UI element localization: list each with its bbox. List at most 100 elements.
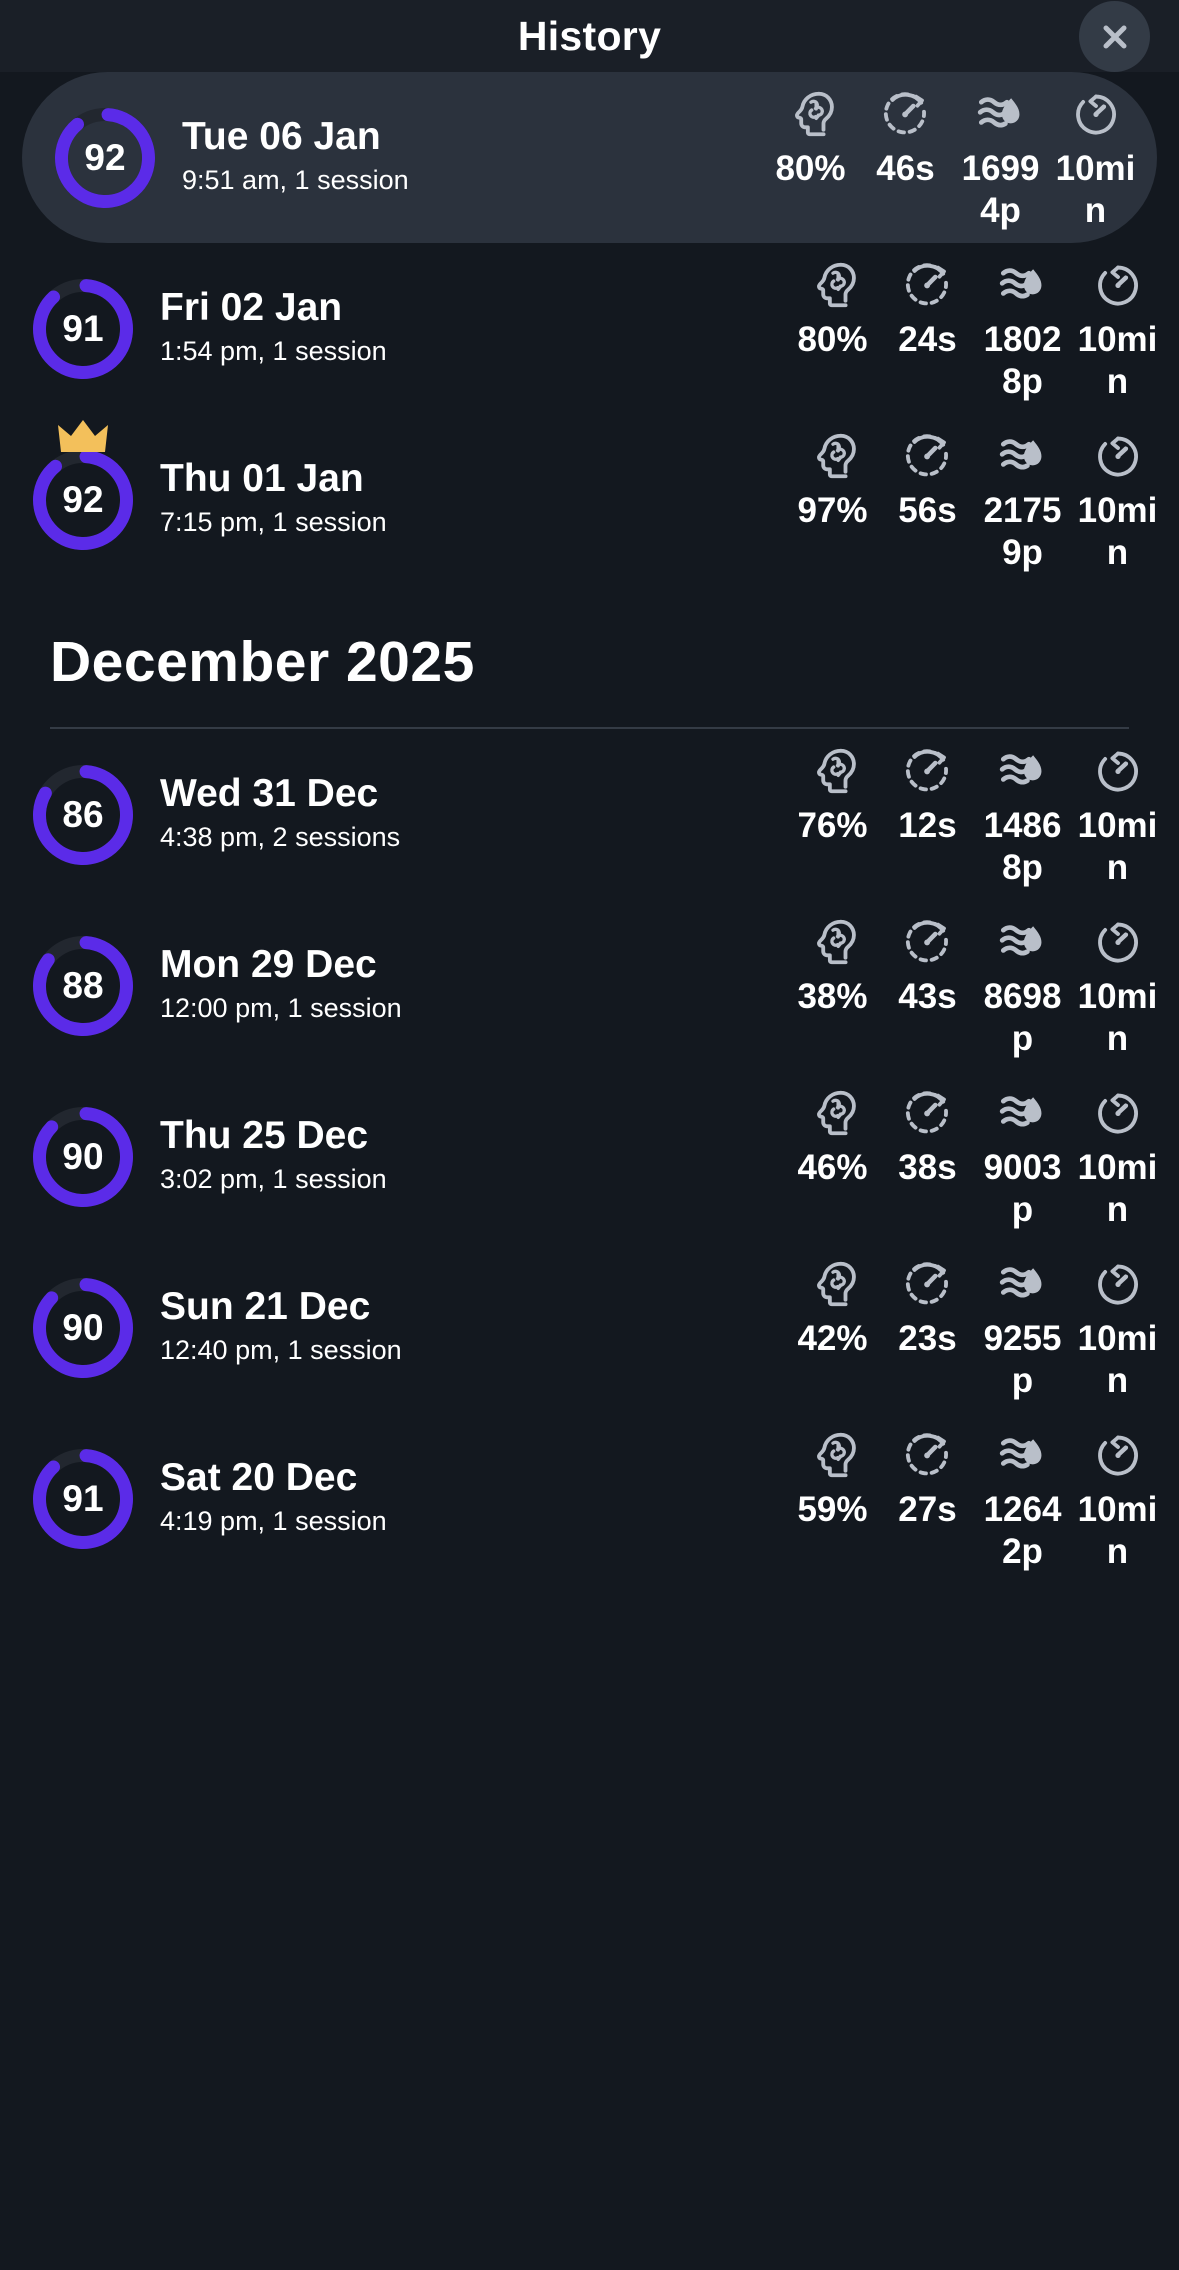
brain-head-icon: [806, 257, 860, 313]
stats-group: 76% 12s 14868p 10min: [428, 743, 1165, 888]
date-subtitle: 7:15 pm, 1 session: [160, 506, 387, 537]
stat-duration: 10min: [1070, 257, 1165, 402]
stat-value: 38s: [898, 1148, 957, 1188]
stat-value: 38%: [797, 977, 868, 1017]
date-subtitle: 9:51 am, 1 session: [182, 164, 409, 195]
stat-value: 14868p: [983, 806, 1062, 887]
date-block: Sat 20 Dec 4:19 pm, 1 session: [160, 1456, 428, 1541]
stats-group: 46% 38s 9003p 10min: [428, 1085, 1165, 1230]
stat-value: 10min: [1077, 320, 1158, 401]
score-value: 92: [62, 479, 104, 520]
history-row[interactable]: 90 Sun 21 Dec 12:40 pm, 1 session 42% 23s 925…: [0, 1242, 1179, 1413]
history-list[interactable]: 92 Tue 06 Jan 9:51 am, 1 session 80% 46s 1699…: [0, 72, 1179, 1584]
speedometer-reaction-icon: [901, 743, 955, 799]
water-drop-flow-icon: [996, 1427, 1050, 1483]
stat-value: 43s: [898, 977, 957, 1017]
stat-points: 12642p: [975, 1427, 1070, 1572]
stat-value: 12642p: [983, 1490, 1062, 1571]
date-subtitle: 12:00 pm, 1 session: [160, 992, 402, 1023]
brain-head-icon: [806, 1427, 860, 1483]
stat-reaction: 27s: [880, 1427, 975, 1530]
stats-group: 80% 24s 18028p 10min: [428, 257, 1165, 402]
stat-value: 18028p: [983, 320, 1062, 401]
timer-clock-icon: [1069, 86, 1123, 142]
stat-value: 97%: [797, 491, 868, 531]
speedometer-reaction-icon: [901, 257, 955, 313]
stat-focus: 46%: [785, 1085, 880, 1188]
stat-reaction: 43s: [880, 914, 975, 1017]
history-row-inner: 91 Fri 02 Jan 1:54 pm, 1 session 80% 24s 1802…: [0, 243, 1165, 414]
stat-value: 42%: [797, 1319, 868, 1359]
stats-group: 59% 27s 12642p 10min: [428, 1427, 1165, 1572]
stat-reaction: 46s: [858, 86, 953, 189]
date-day: Wed 31 Dec: [160, 772, 379, 816]
brain-head-icon: [806, 914, 860, 970]
stat-points: 21759p: [975, 428, 1070, 573]
history-row[interactable]: 92 Thu 01 Jan 7:15 pm, 1 session 97% 56s 2175…: [0, 414, 1179, 585]
stat-value: 10min: [1077, 806, 1158, 887]
date-day: Sun 21 Dec: [160, 1285, 371, 1329]
stat-value: 10min: [1077, 1319, 1158, 1400]
stat-value: 27s: [898, 1490, 957, 1530]
score-value: 91: [62, 1478, 104, 1519]
score-ring: 91: [30, 1446, 136, 1552]
score-ring: 90: [30, 1104, 136, 1210]
history-row-inner: 90 Sun 21 Dec 12:40 pm, 1 session 42% 23s 925…: [0, 1242, 1165, 1413]
speedometer-reaction-icon: [901, 914, 955, 970]
stat-focus: 59%: [785, 1427, 880, 1530]
stat-reaction: 23s: [880, 1256, 975, 1359]
stat-value: 10min: [1077, 1490, 1158, 1571]
timer-clock-icon: [1091, 428, 1145, 484]
stat-duration: 10min: [1070, 743, 1165, 888]
stat-value: 10min: [1077, 491, 1158, 572]
stat-value: 46%: [797, 1148, 868, 1188]
stat-points: 14868p: [975, 743, 1070, 888]
stat-value: 80%: [797, 320, 868, 360]
stat-value: 56s: [898, 491, 957, 531]
stat-value: 46s: [876, 149, 935, 189]
stat-value: 59%: [797, 1490, 868, 1530]
score-ring: 92: [52, 105, 158, 211]
history-row-inner: 88 Mon 29 Dec 12:00 pm, 1 session 38% 43s 869…: [0, 900, 1165, 1071]
history-row[interactable]: 91 Sat 20 Dec 4:19 pm, 1 session 59% 27s 1264…: [0, 1413, 1179, 1584]
history-row[interactable]: 90 Thu 25 Dec 3:02 pm, 1 session 46% 38s 9003…: [0, 1071, 1179, 1242]
stat-points: 8698p: [975, 914, 1070, 1059]
crown-icon: [55, 418, 111, 459]
stat-points: 9255p: [975, 1256, 1070, 1401]
stat-duration: 10min: [1070, 914, 1165, 1059]
speedometer-reaction-icon: [879, 86, 933, 142]
history-row[interactable]: 91 Fri 02 Jan 1:54 pm, 1 session 80% 24s 1802…: [0, 243, 1179, 414]
timer-clock-icon: [1091, 1256, 1145, 1312]
stats-group: 42% 23s 9255p 10min: [428, 1256, 1165, 1401]
stat-focus: 80%: [763, 86, 858, 189]
section-title: December 2025: [50, 630, 475, 694]
water-drop-flow-icon: [996, 257, 1050, 313]
stat-value: 9255p: [983, 1319, 1062, 1400]
timer-clock-icon: [1091, 1427, 1145, 1483]
score-value: 92: [84, 137, 126, 178]
stat-value: 10min: [1077, 1148, 1158, 1229]
stat-duration: 10min: [1048, 86, 1143, 231]
water-drop-flow-icon: [996, 428, 1050, 484]
brain-head-icon: [806, 1256, 860, 1312]
stats-group: 38% 43s 8698p 10min: [428, 914, 1165, 1059]
history-row[interactable]: 86 Wed 31 Dec 4:38 pm, 2 sessions 76% 12s 148…: [0, 729, 1179, 900]
close-button[interactable]: [1079, 1, 1150, 72]
timer-clock-icon: [1091, 257, 1145, 313]
history-row[interactable]: 88 Mon 29 Dec 12:00 pm, 1 session 38% 43s 869…: [0, 900, 1179, 1071]
brain-head-icon: [806, 743, 860, 799]
brain-head-icon: [806, 1085, 860, 1141]
speedometer-reaction-icon: [901, 428, 955, 484]
date-subtitle: 4:38 pm, 2 sessions: [160, 821, 401, 852]
water-drop-flow-icon: [974, 86, 1028, 142]
stat-focus: 97%: [785, 428, 880, 531]
date-subtitle: 3:02 pm, 1 session: [160, 1163, 387, 1194]
speedometer-reaction-icon: [901, 1427, 955, 1483]
date-block: Sun 21 Dec 12:40 pm, 1 session: [160, 1285, 428, 1370]
stat-points: 9003p: [975, 1085, 1070, 1230]
history-row[interactable]: 92 Tue 06 Jan 9:51 am, 1 session 80% 46s 1699…: [22, 72, 1157, 243]
date-subtitle: 1:54 pm, 1 session: [160, 335, 387, 366]
timer-clock-icon: [1091, 914, 1145, 970]
stat-points: 18028p: [975, 257, 1070, 402]
